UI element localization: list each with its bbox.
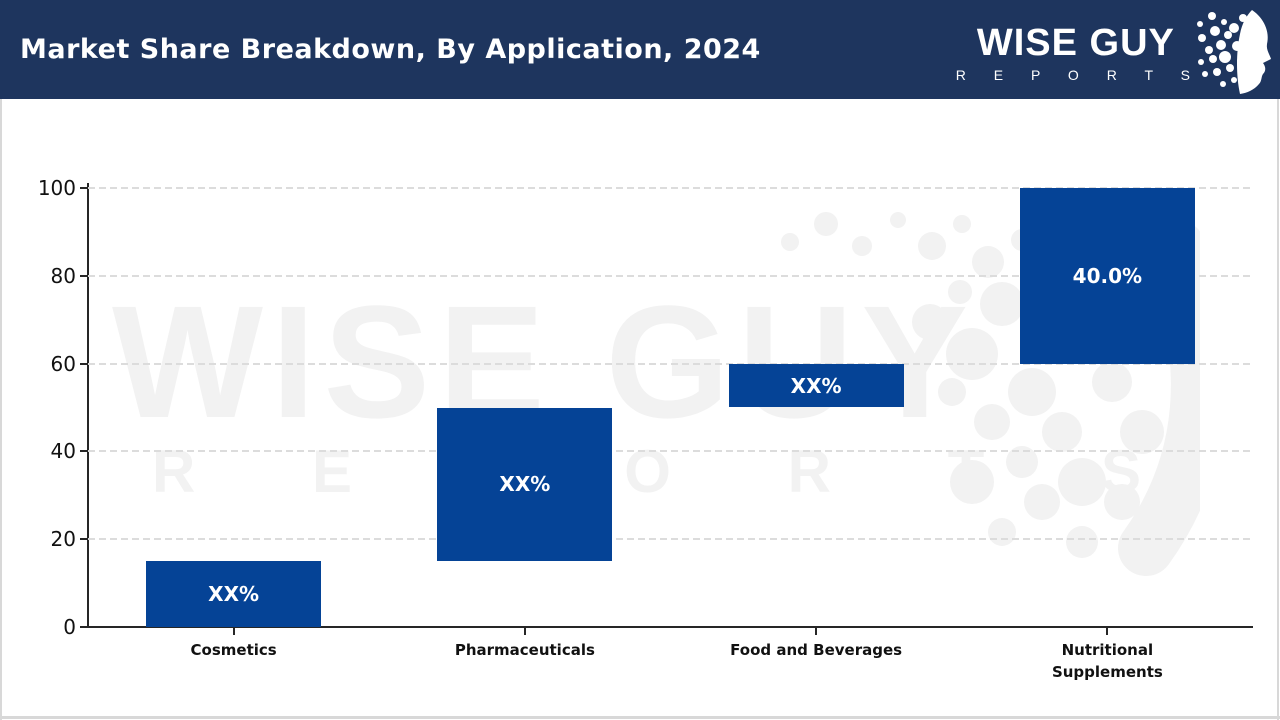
bar-value-label: XX% [499,472,551,497]
y-tick [80,450,87,453]
page-border-bottom [0,716,1280,719]
logo-face-icon [1197,10,1271,94]
gridline [88,450,1253,453]
gridline [88,362,1253,365]
y-tick-label: 0 [63,615,76,639]
y-tick [80,538,87,541]
y-tick-label: 40 [50,439,76,464]
bar-segment: XX% [146,561,322,627]
y-tick-label: 80 [50,263,76,288]
page-title: Market Share Breakdown, By Application, … [20,34,761,65]
logo-wordmark: WISE GUY [976,22,1175,64]
bar-value-label: XX% [208,582,260,607]
gridline [88,187,1253,189]
page-border-right [1277,99,1279,720]
x-axis-label: Cosmetics [190,641,277,659]
y-axis-line [87,183,89,628]
x-axis-label: Pharmaceuticals [454,641,595,659]
bar-value-label: XX% [790,373,842,398]
bar-segment: XX% [728,363,904,408]
y-tick [80,274,87,277]
logo-subtitle: R E P O R T S [955,67,1202,83]
y-tick-label: 60 [50,351,76,376]
y-tick-label: 20 [50,527,76,552]
bar-segment: XX% [437,407,613,562]
x-axis-line [87,626,1253,628]
x-tick [523,628,526,635]
gridline [88,538,1253,541]
x-axis-label: Nutritional Supplements [1051,641,1163,681]
y-tick [80,362,87,365]
logo-text: WISE GUY R E P O R T S [950,22,1202,83]
bar-value-label: 40.0% [1072,263,1143,288]
bar-segment: 40.0% [1019,188,1195,364]
x-tick [1106,628,1109,635]
x-axis-label: Food and Beverages [730,641,903,659]
y-tick [80,187,87,189]
x-tick [232,628,235,635]
gridline [88,274,1253,277]
y-tick-label: 100 [37,176,76,200]
y-tick [80,626,87,628]
page-border-left [0,99,2,720]
header-bar: Market Share Breakdown, By Application, … [0,0,1280,99]
wise-guy-logo: WISE GUY R E P O R T S [956,4,1271,96]
x-tick [815,628,818,635]
